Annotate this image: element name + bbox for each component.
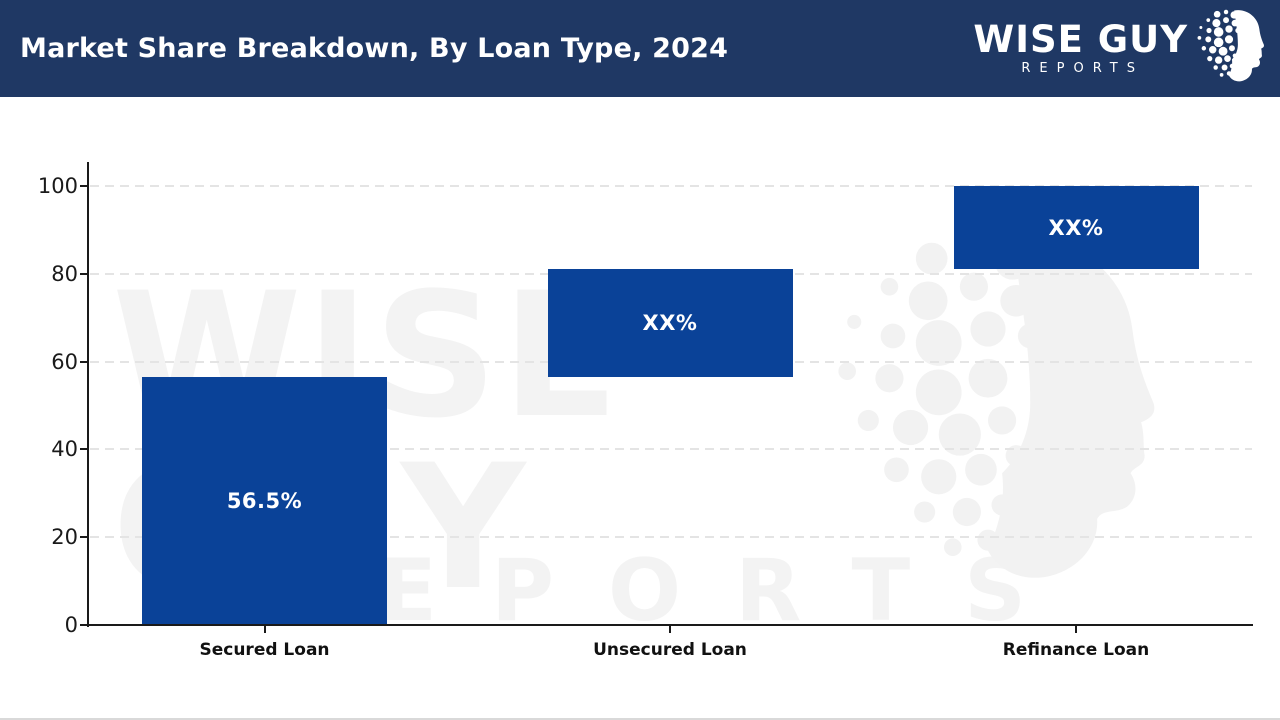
- y-gridline: [90, 448, 1252, 451]
- y-axis-tick-label: 60: [51, 349, 78, 374]
- x-axis-category-label: Refinance Loan: [1002, 640, 1150, 660]
- header-bar: Market Share Breakdown, By Loan Type, 20…: [0, 0, 1280, 97]
- y-axis-tick-label: 20: [51, 525, 78, 550]
- y-axis-line: [87, 162, 89, 627]
- wiseguy-logo-name: WISE GUY: [973, 18, 1188, 61]
- y-gridline: [90, 536, 1252, 539]
- x-axis-category-label: Secured Loan: [199, 640, 330, 660]
- bottom-divider: [0, 718, 1280, 720]
- y-axis-tick-label: 40: [51, 437, 78, 462]
- bar-secured-loan[interactable]: 56.5%: [142, 376, 387, 625]
- bar-refinance-loan[interactable]: XX%: [953, 186, 1199, 270]
- x-axis-line: [87, 624, 1253, 626]
- bar-value-label: XX%: [1048, 215, 1104, 240]
- y-axis-tick-label: 80: [51, 261, 78, 286]
- x-axis-tick-mark: [669, 626, 671, 633]
- y-axis-tick-mark: [80, 360, 88, 363]
- y-axis-tick-label: 0: [64, 613, 78, 637]
- page-title: Market Share Breakdown, By Loan Type, 20…: [20, 33, 729, 64]
- y-axis-tick-mark: [80, 624, 88, 626]
- y-axis-tick-mark: [80, 536, 88, 539]
- y-axis-tick-mark: [80, 272, 88, 275]
- y-axis-tick-mark: [80, 448, 88, 451]
- y-axis-tick-mark: [80, 185, 88, 187]
- wiseguy-logo-subtitle: REPORTS: [1021, 61, 1144, 76]
- bar-unsecured-loan[interactable]: XX%: [547, 269, 793, 377]
- bar-value-label: XX%: [642, 311, 698, 336]
- x-axis-tick-mark: [263, 626, 266, 633]
- wiseguy-logo: WISE GUY REPORTS: [973, 7, 1280, 91]
- bar-value-label: 56.5%: [226, 488, 303, 513]
- y-gridline: [90, 185, 1252, 187]
- x-axis-tick-mark: [1075, 626, 1077, 633]
- y-axis-tick-label: 100: [37, 174, 78, 198]
- x-axis-category-label: Unsecured Loan: [593, 640, 747, 660]
- wiseguy-logo-text: WISE GUY REPORTS: [973, 21, 1188, 76]
